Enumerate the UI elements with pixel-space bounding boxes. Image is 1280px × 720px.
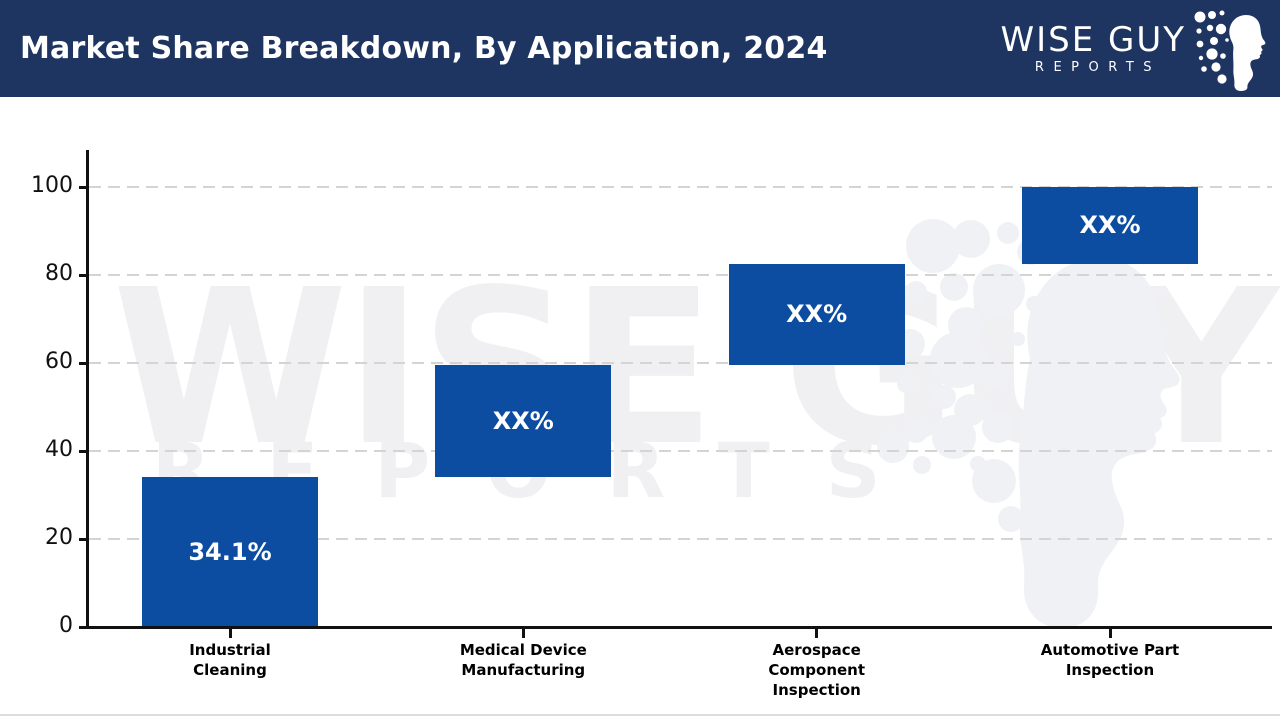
bar-segment: XX%: [1022, 187, 1198, 264]
bar-segment: XX%: [435, 365, 612, 477]
ytick-label: 60: [45, 349, 73, 374]
ytick-label: 100: [31, 173, 73, 198]
logo-subtitle: REPORTS: [1034, 60, 1162, 75]
ytick-mark: [79, 538, 88, 541]
category-label: Automotive Part Inspection: [1040, 641, 1180, 679]
bar-value-label: 34.1%: [188, 537, 272, 566]
bar-value-label: XX%: [786, 300, 848, 329]
ytick-mark: [79, 450, 88, 453]
gridline-y60: [89, 362, 1272, 364]
y-axis-line: [86, 150, 89, 629]
ytick-mark: [79, 274, 88, 277]
xtick-mark: [815, 629, 819, 638]
category-label: Aerospace Component Inspection: [768, 641, 866, 699]
ytick-mark: [79, 362, 88, 365]
ytick-mark: [79, 626, 88, 629]
logo-wordmark: WISE GUY: [1000, 20, 1186, 60]
ytick-mark: [79, 186, 88, 189]
gridline-y20: [89, 538, 1272, 540]
bar-segment: XX%: [728, 263, 905, 366]
gridline-y100: [89, 186, 1272, 188]
bar-segment: 34.1%: [142, 476, 318, 627]
wiseguy-logo-text: WISE GUY REPORTS: [1000, 22, 1186, 75]
bar-value-label: XX%: [492, 407, 554, 436]
ytick-label: 80: [45, 261, 73, 286]
xtick-mark: [228, 629, 232, 638]
wiseguy-face-logo-icon: [1194, 10, 1266, 91]
ytick-label: 20: [45, 525, 73, 550]
gridline-y40: [89, 450, 1272, 452]
gridline-y80: [89, 274, 1272, 276]
bottom-divider: [0, 714, 1280, 716]
x-axis-line: [88, 626, 1272, 629]
page-title: Market Share Breakdown, By Application, …: [20, 31, 828, 66]
header-bar: Market Share Breakdown, By Application, …: [0, 0, 1280, 97]
category-label: Medical Device Manufacturing: [459, 641, 587, 679]
ytick-label: 40: [45, 437, 73, 462]
bar-value-label: XX%: [1079, 211, 1141, 240]
wiseguy-logo: WISE GUY REPORTS: [1000, 0, 1266, 97]
xtick-mark: [521, 629, 525, 638]
category-label: Industrial Cleaning: [189, 641, 271, 679]
ytick-label: 0: [59, 613, 73, 638]
xtick-mark: [1108, 629, 1112, 638]
